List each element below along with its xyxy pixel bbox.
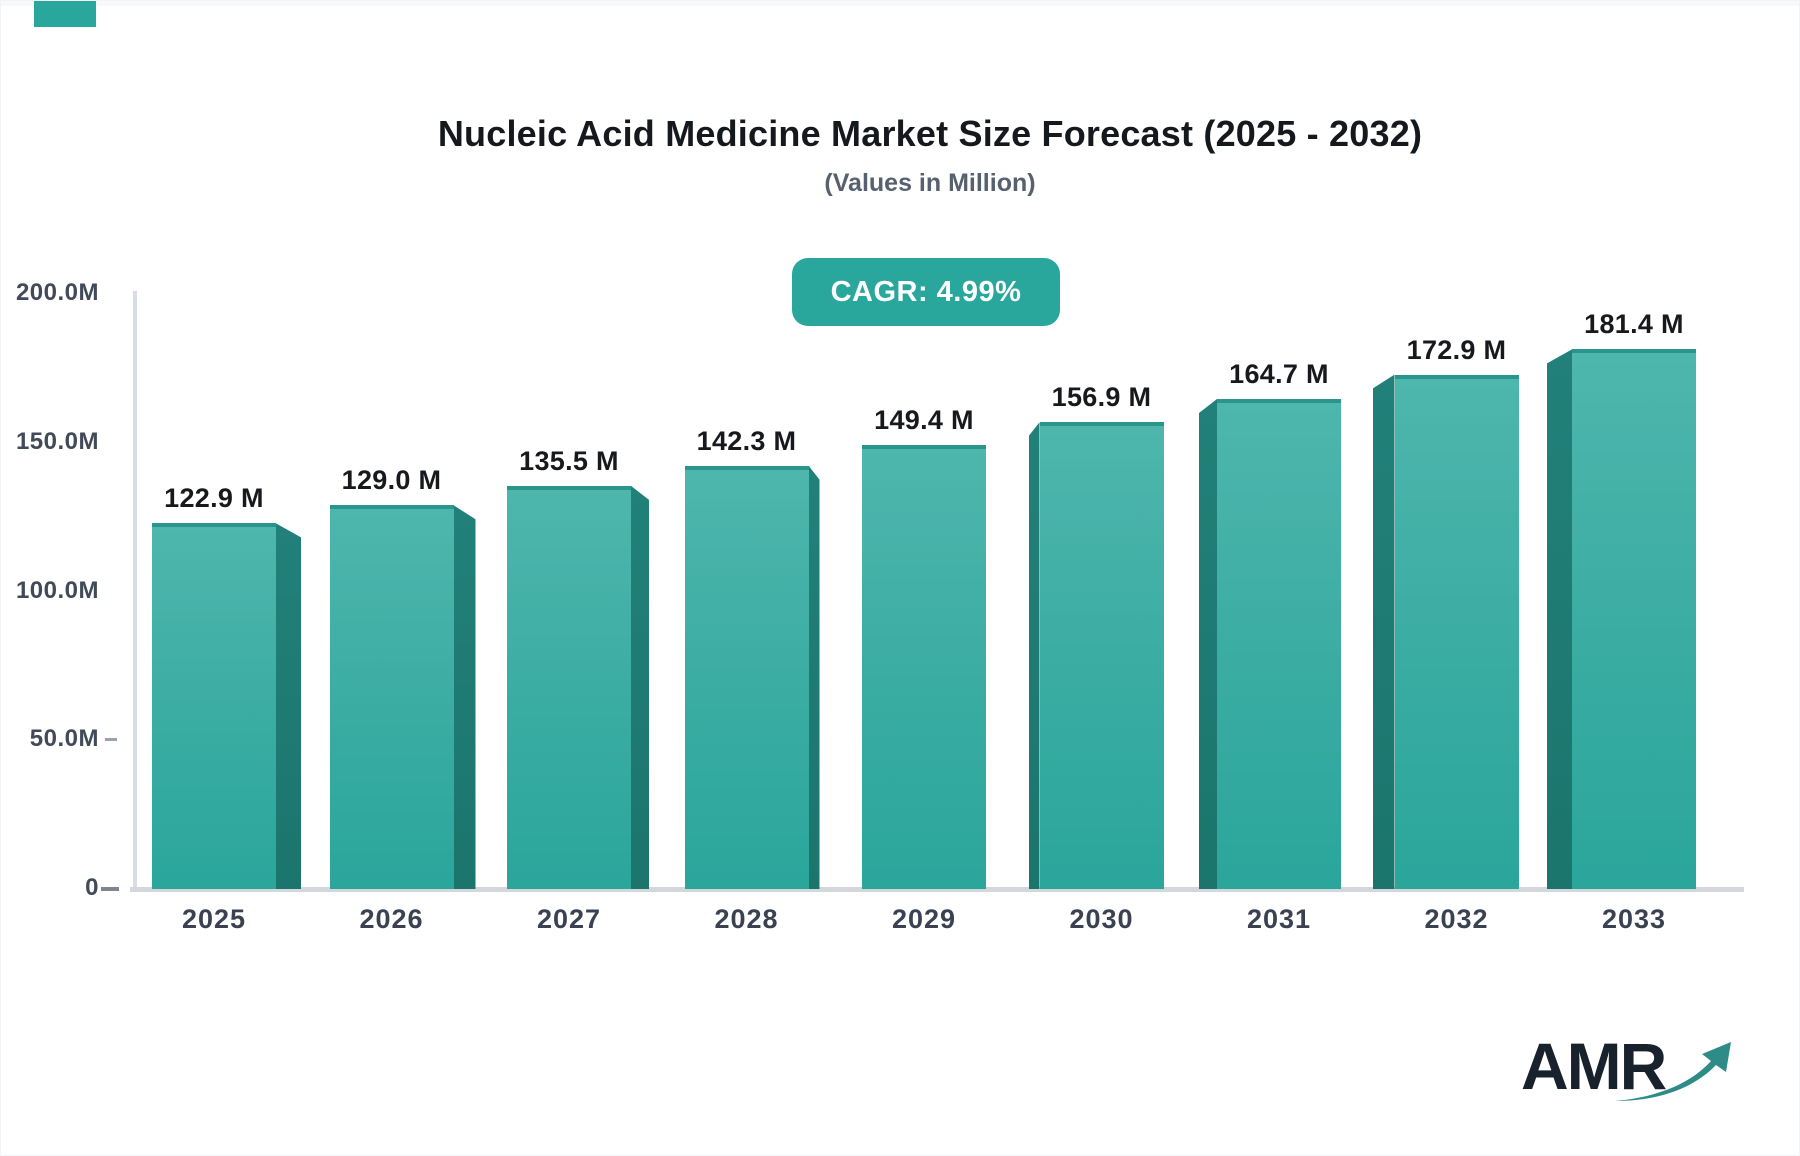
chart-title: Nucleic Acid Medicine Market Size Foreca… — [437, 113, 1423, 154]
bar-side-shadow-2030 — [1028, 422, 1040, 889]
y-axis-tick-label: 100.0M — [15, 576, 99, 604]
y-axis-tick-label: 0 — [85, 874, 99, 901]
bar-side-shadow-2032 — [1372, 374, 1395, 889]
amr-logo-text: AMR — [1521, 1029, 1667, 1103]
y-axis-tick-label: 150.0M — [15, 427, 99, 455]
x-axis-label-2026: 2026 — [359, 904, 424, 934]
chart-subtitle: (Values in Million) — [824, 169, 1036, 197]
bar-2032 — [1394, 374, 1519, 889]
x-axis-label-2033: 2033 — [1601, 904, 1667, 934]
bar-value-label-2029: 149.4 M — [874, 404, 974, 435]
x-axis-label-2027: 2027 — [536, 904, 602, 934]
cagr-badge: CAGR: 4.99% — [792, 258, 1060, 326]
x-axis-label-2032: 2032 — [1424, 904, 1489, 934]
x-axis-label-2030: 2030 — [1069, 904, 1134, 934]
y-axis-tick-label: 50.0M — [29, 725, 99, 753]
growth-arrow-icon — [1615, 1042, 1731, 1101]
bar-value-label-2027: 135.5 M — [519, 445, 619, 476]
x-axis-label-2029: 2029 — [891, 904, 957, 934]
bar-value-label-2025: 122.9 M — [164, 483, 264, 514]
bar-2031 — [1217, 399, 1341, 889]
bar-side-shadow-2026 — [453, 505, 476, 889]
top-left-accent-chip — [34, 1, 96, 27]
bar-value-label-2032: 172.9 M — [1406, 334, 1507, 365]
bar-side-shadow-2033 — [1547, 349, 1572, 889]
top-border-strip — [1, 1, 1799, 6]
y-axis-tick-mark — [105, 738, 117, 742]
bar-2033 — [1572, 349, 1696, 889]
bar-value-label-2028: 142.3 M — [696, 425, 797, 456]
bar-2026 — [329, 505, 454, 889]
amr-logo: AMR — [1521, 1031, 1751, 1121]
y-axis-line — [133, 291, 137, 892]
bar-2025 — [152, 523, 276, 889]
bar-2029 — [862, 444, 986, 889]
x-axis-label-2031: 2031 — [1246, 904, 1312, 934]
bar-value-label-2031: 164.7 M — [1229, 359, 1329, 390]
bar-side-shadow-2028 — [808, 465, 820, 889]
y-axis-tick-mark — [101, 887, 119, 891]
bar-value-label-2030: 156.9 M — [1051, 382, 1152, 413]
bar-value-label-2026: 129.0 M — [341, 465, 442, 496]
bar-side-shadow-2027 — [631, 485, 649, 889]
x-axis-line — [130, 887, 1744, 892]
bar-side-shadow-2025 — [276, 523, 301, 889]
x-axis-label-2028: 2028 — [714, 904, 779, 934]
bar-value-label-2033: 181.4 M — [1584, 309, 1684, 340]
bar-2027 — [507, 485, 631, 889]
bar-2030 — [1039, 422, 1164, 889]
y-axis-tick-label: 200.0M — [15, 279, 99, 306]
bar-side-shadow-2031 — [1199, 399, 1217, 889]
bar-2028 — [684, 465, 809, 889]
x-axis-label-2025: 2025 — [181, 904, 247, 934]
